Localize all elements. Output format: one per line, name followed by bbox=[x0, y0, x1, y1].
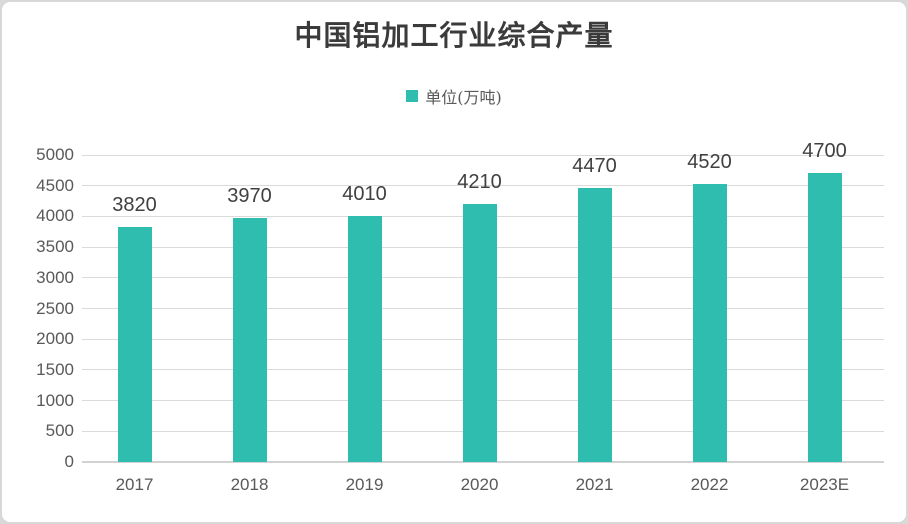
y-axis-tick-label: 4500 bbox=[36, 175, 74, 195]
y-axis-tick-label: 1500 bbox=[36, 359, 74, 379]
y-axis-tick-label: 0 bbox=[64, 452, 74, 471]
bar-value-label: 3970 bbox=[227, 185, 272, 208]
bar bbox=[807, 173, 842, 462]
bar-value-label: 4010 bbox=[342, 182, 387, 205]
bar bbox=[117, 227, 152, 462]
bar-value-label: 4210 bbox=[457, 170, 502, 193]
y-axis-tick-label: 500 bbox=[45, 421, 74, 441]
bar bbox=[462, 203, 497, 462]
x-axis-tick-label: 2021 bbox=[575, 475, 614, 494]
x-axis-tick-label: 2022 bbox=[690, 475, 729, 494]
bar bbox=[577, 187, 612, 462]
y-axis-tick-label: 2500 bbox=[36, 298, 74, 318]
x-axis-tick-label: 2020 bbox=[460, 475, 499, 494]
x-axis-tick-label: 2019 bbox=[345, 475, 384, 494]
y-axis-tick-label: 1000 bbox=[36, 390, 74, 410]
y-axis-tick-label: 3500 bbox=[36, 237, 74, 257]
bar-value-label: 4700 bbox=[802, 140, 847, 163]
y-axis-tick-label: 5000 bbox=[36, 145, 74, 164]
x-axis-tick-label: 2018 bbox=[230, 475, 269, 494]
bar bbox=[692, 184, 727, 462]
chart-title: 中国铝加工行业综合产量 bbox=[294, 19, 614, 52]
bar-value-label: 4520 bbox=[687, 151, 732, 174]
x-axis-tick-label: 2023E bbox=[799, 475, 850, 494]
legend-swatch bbox=[406, 90, 419, 102]
legend-label: 单位(万吨) bbox=[425, 88, 502, 107]
bar-value-label: 3820 bbox=[112, 194, 157, 217]
legend: 单位(万吨) bbox=[2, 84, 906, 108]
bar-value-label: 4470 bbox=[572, 154, 617, 177]
y-axis-tick-label: 2000 bbox=[36, 329, 74, 349]
x-axis-line bbox=[82, 461, 884, 463]
x-axis-tick-label: 2017 bbox=[115, 475, 154, 494]
y-axis-tick-label: 4000 bbox=[36, 206, 74, 226]
gridline bbox=[82, 185, 884, 187]
bar bbox=[347, 215, 382, 462]
bar bbox=[232, 218, 267, 462]
gridline bbox=[82, 154, 884, 156]
y-axis-tick-label: 3000 bbox=[36, 267, 74, 287]
